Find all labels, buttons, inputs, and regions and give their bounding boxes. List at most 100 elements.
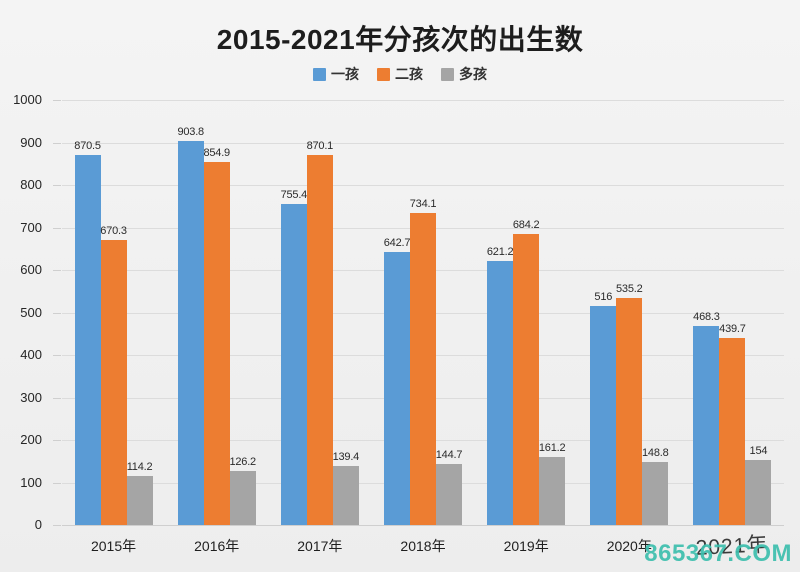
bar-rect — [436, 463, 462, 525]
y-axis-tick-label: 800 — [20, 177, 42, 192]
y-axis-tick-label: 200 — [20, 432, 42, 447]
gridline — [62, 185, 784, 186]
bar-多孩-2019年[interactable]: 161.2 — [539, 442, 566, 525]
bar-value-label: 755.4 — [280, 188, 308, 201]
bar-一孩-2020年[interactable]: 516 — [590, 291, 617, 525]
bar-rect — [410, 213, 436, 525]
bar-二孩-2017年[interactable]: 870.1 — [306, 140, 333, 525]
bar-rect — [719, 338, 746, 525]
bar-value-label: 642.7 — [383, 236, 411, 249]
bar-二孩-2015年[interactable]: 670.3 — [100, 225, 127, 525]
bar-value-label: 439.7 — [719, 323, 746, 336]
bar-value-label: 126.2 — [229, 456, 256, 469]
bar-一孩-2019年[interactable]: 621.2 — [487, 246, 514, 525]
gridline — [62, 142, 784, 144]
bar-二孩-2020年[interactable]: 535.2 — [616, 283, 643, 525]
bar-value-label: 621.2 — [486, 246, 514, 258]
bar-rect — [384, 251, 410, 525]
bar-group: 755.4 870.1 139.4 — [281, 100, 359, 525]
bar-value-label: 154 — [749, 444, 768, 457]
bar-value-label: 870.5 — [74, 140, 101, 153]
bar-rect — [100, 240, 127, 525]
bar-group: 468.3 439.7 154 — [693, 100, 772, 525]
bar-一孩-2015年[interactable]: 870.5 — [74, 140, 101, 525]
bar-多孩-2021年[interactable]: 154 — [745, 445, 772, 525]
y-axis-tick-label: 1000 — [13, 92, 42, 107]
gridline — [62, 525, 784, 526]
bar-rect — [306, 155, 333, 525]
bar-value-label: 516 — [594, 290, 613, 303]
legend-label: 多孩 — [459, 66, 487, 82]
bar-多孩-2016年[interactable]: 126.2 — [229, 456, 256, 525]
legend-item-二孩[interactable]: 二孩 — [377, 64, 423, 84]
y-axis-tick — [53, 312, 61, 314]
chart-title: 2015-2021年分孩次的出生数 — [216, 24, 584, 55]
y-axis-tick — [53, 270, 61, 271]
y-axis-tick-label: 300 — [20, 389, 42, 405]
bar-一孩-2018年[interactable]: 642.7 — [384, 237, 410, 525]
y-axis-tick-label: 700 — [20, 219, 42, 235]
y-axis-tick — [53, 100, 61, 101]
bar-多孩-2015年[interactable]: 114.2 — [126, 461, 153, 525]
legend-label: 二孩 — [395, 66, 423, 82]
bar-rect — [745, 459, 772, 525]
bar-二孩-2019年[interactable]: 684.2 — [513, 219, 540, 525]
bar-rect — [642, 461, 669, 525]
bar-group: 642.7 734.1 144.7 — [384, 100, 462, 525]
legend-swatch-icon — [313, 67, 326, 81]
bar-value-label: 148.8 — [642, 446, 669, 459]
bar-多孩-2020年[interactable]: 148.8 — [642, 447, 669, 525]
bar-value-label: 670.3 — [100, 225, 127, 238]
x-axis-tick-label: 2017年 — [297, 538, 343, 554]
bar-一孩-2016年[interactable]: 903.8 — [177, 126, 204, 525]
legend-item-一孩[interactable]: 一孩 — [313, 64, 359, 84]
bar-一孩-2021年[interactable]: 468.3 — [693, 311, 720, 525]
legend-item-多孩[interactable]: 多孩 — [441, 64, 487, 84]
y-axis-tick-label: 400 — [20, 347, 42, 362]
y-axis-tick — [53, 227, 61, 229]
bar-group: 903.8 854.9 126.2 — [177, 100, 256, 525]
bar-value-label: 870.1 — [306, 140, 334, 153]
x-axis-tick-label: 2018年 — [400, 538, 446, 554]
bar-value-label: 144.7 — [435, 448, 463, 461]
bar-rect — [229, 471, 256, 525]
y-axis-tick-label: 500 — [20, 304, 42, 320]
bar-多孩-2017年[interactable]: 139.4 — [332, 451, 359, 525]
y-axis-tick — [53, 397, 61, 399]
bar-二孩-2021年[interactable]: 439.7 — [719, 323, 746, 525]
bar-rect — [280, 203, 307, 525]
bar-多孩-2018年[interactable]: 144.7 — [436, 449, 462, 525]
bar-value-label: 468.3 — [693, 310, 720, 323]
x-axis-tick-label: 2015年 — [90, 538, 137, 554]
legend-label: 一孩 — [331, 66, 359, 82]
x-axis-tick-label: 2016年 — [194, 538, 240, 554]
y-axis-tick-label: 100 — [20, 474, 42, 490]
bar-rect — [616, 297, 643, 525]
y-axis-tick — [53, 482, 61, 484]
x-axis-tick-label: 2019年 — [503, 538, 549, 554]
y-axis-tick-label: 900 — [20, 134, 42, 150]
x-axis: 2015年 2016年 2017年 2018年 2019年 2020年 2021年 — [62, 528, 784, 572]
y-axis-tick — [53, 440, 61, 441]
bar-rect — [203, 161, 230, 525]
bar-value-label: 114.2 — [126, 461, 153, 474]
bar-rect — [590, 305, 617, 525]
bar-二孩-2016年[interactable]: 854.9 — [203, 147, 230, 525]
bar-二孩-2018年[interactable]: 734.1 — [410, 198, 436, 525]
bar-value-label: 684.2 — [512, 219, 540, 232]
bar-rect — [693, 325, 720, 525]
bar-rect — [539, 456, 566, 525]
legend-swatch-icon — [441, 67, 454, 81]
bar-rect — [332, 465, 359, 525]
bar-value-label: 139.4 — [332, 450, 360, 463]
plot-area: 1000 900 800 700 600 500 400 300 200 100 0 870.5 67… — [13, 92, 784, 532]
bar-rect — [74, 155, 101, 525]
x-axis-tick-label: 2020年 — [606, 538, 652, 554]
chart-legend: 一孩 二孩 多孩 — [0, 64, 800, 84]
bar-group: 621.2 684.2 161.2 — [487, 100, 566, 525]
bar-value-label: 535.2 — [616, 282, 643, 295]
y-axis-tick — [53, 185, 61, 186]
bar-rect — [177, 140, 204, 525]
bars-layer: 870.5 670.3 114.2 903.8 854.9 126.2 755.4 870.1… — [62, 100, 784, 525]
bar-一孩-2017年[interactable]: 755.4 — [280, 189, 307, 525]
